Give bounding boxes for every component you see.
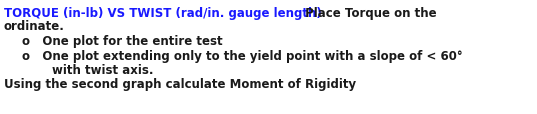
Text: with twist axis.: with twist axis. [52,63,154,76]
Text: ordinate.: ordinate. [4,20,65,33]
Text: Place Torque on the: Place Torque on the [301,7,437,20]
Text: TORQUE (in-lb) VS TWIST (rad/in. gauge length): TORQUE (in-lb) VS TWIST (rad/in. gauge l… [4,7,322,20]
Text: Using the second graph calculate Moment of Rigidity: Using the second graph calculate Moment … [4,77,356,90]
Text: o   One plot extending only to the yield point with a slope of < 60°: o One plot extending only to the yield p… [22,50,462,62]
Text: o   One plot for the entire test: o One plot for the entire test [22,35,223,48]
